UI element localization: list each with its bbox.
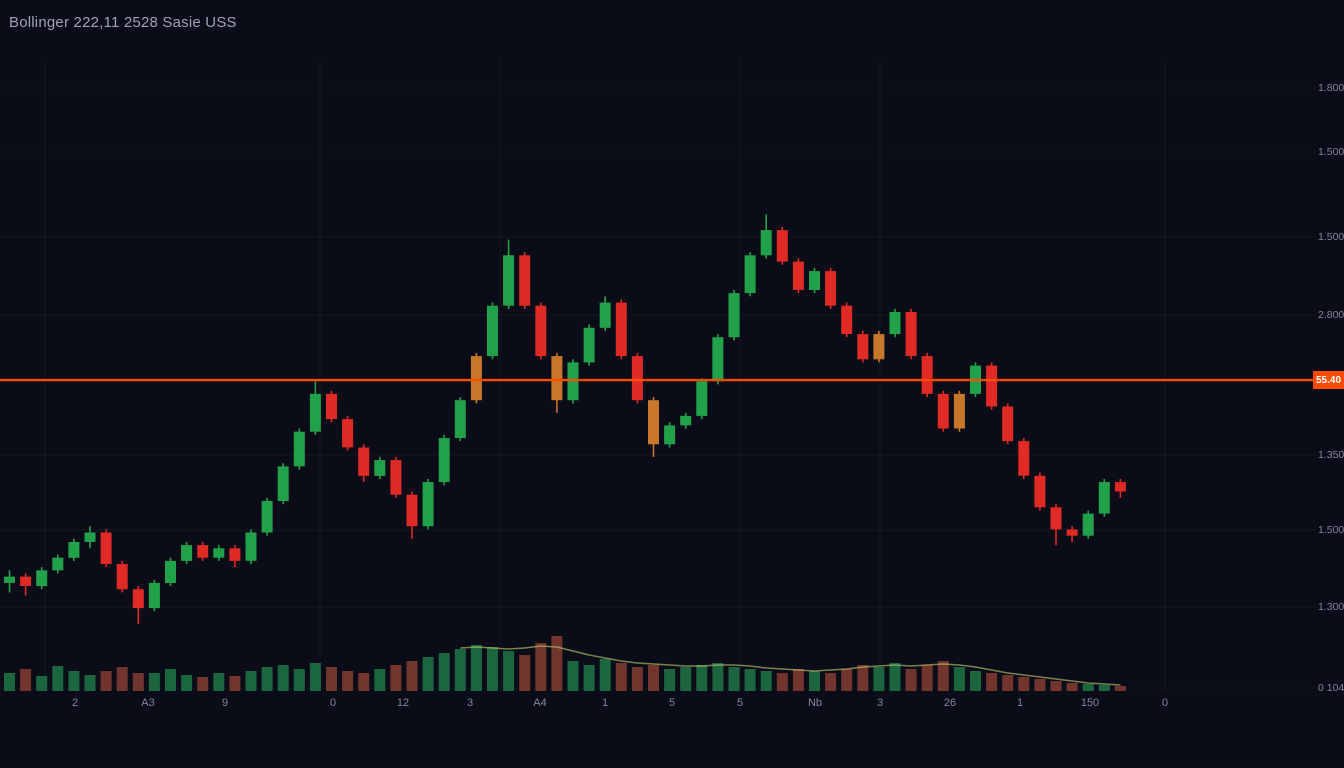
- time-label: Nb: [807, 697, 823, 709]
- volume-ma-layer: [460, 645, 1121, 686]
- time-label: 3: [466, 697, 474, 709]
- price-label: 1.300: [1318, 601, 1344, 613]
- time-label: 5: [668, 697, 676, 709]
- time-label: 5: [736, 697, 744, 709]
- price-line-tag: 55.40: [1313, 371, 1344, 389]
- price-label: 1.350: [1318, 449, 1344, 461]
- volume-layer: [4, 636, 1126, 691]
- time-label: 1: [1016, 697, 1024, 709]
- time-label: 1: [601, 697, 609, 709]
- time-label: 26: [943, 697, 957, 709]
- time-label: 0: [1161, 697, 1169, 709]
- chart-title: Bollinger 222,11 2528 Sasie USS: [9, 14, 237, 31]
- time-label: 12: [396, 697, 410, 709]
- price-label: 0 104: [1318, 682, 1344, 694]
- time-label: 150: [1080, 697, 1100, 709]
- price-label: 1.800: [1318, 82, 1344, 94]
- price-label: 1.500: [1318, 231, 1344, 243]
- time-label: 3: [876, 697, 884, 709]
- time-label: 2: [71, 697, 79, 709]
- price-label: 2.800: [1318, 309, 1344, 321]
- time-label: A4: [533, 697, 547, 709]
- price-label: 1.500: [1318, 524, 1344, 536]
- candle-layer: [4, 214, 1126, 624]
- price-label: 1.500: [1318, 146, 1344, 158]
- time-label: 0: [329, 697, 337, 709]
- time-label: A3: [141, 697, 155, 709]
- grid-layer: [0, 60, 1316, 692]
- time-label: 9: [221, 697, 229, 709]
- price-line-tag-label: 55.40: [1315, 374, 1342, 386]
